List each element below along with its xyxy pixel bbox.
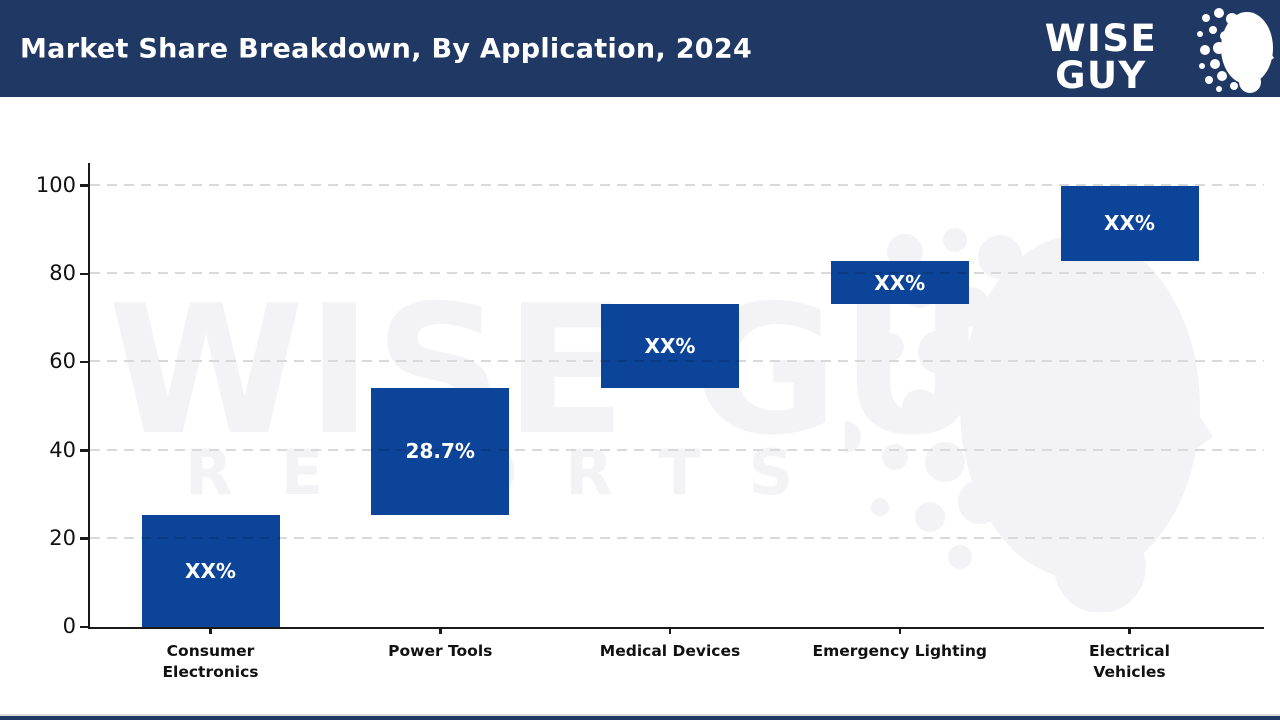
gridline[interactable] [90, 183, 1264, 186]
gridline[interactable] [90, 448, 1264, 451]
x-axis-tick[interactable] [668, 627, 672, 634]
bar-value-label[interactable]: 28.7% [405, 439, 475, 464]
x-axis-category-label[interactable]: Emergency Lighting [812, 642, 987, 660]
footer-strip [0, 714, 1280, 720]
x-axis-tick[interactable] [1128, 627, 1131, 634]
bar-value-label[interactable]: XX% [1104, 211, 1155, 236]
gridline[interactable] [90, 360, 1264, 363]
y-axis-tick-label[interactable]: 60 [49, 349, 76, 374]
logo-head-icon [1197, 8, 1274, 93]
y-axis-tick[interactable] [79, 184, 88, 187]
bar-power-tools[interactable] [371, 387, 510, 515]
page-title: Market Share Breakdown, By Application, … [20, 33, 753, 64]
x-axis-category-label[interactable]: Consumer Electronics [162, 642, 259, 681]
bar-electrical-vehicles[interactable] [1060, 185, 1199, 261]
watermark-head-icon [845, 228, 1213, 612]
bar-value-label[interactable]: XX% [874, 270, 926, 295]
x-axis-category-label[interactable]: Electrical Vehicles [1089, 642, 1170, 681]
bar-value-label[interactable]: XX% [185, 558, 236, 583]
y-axis-tick-label[interactable]: 40 [49, 437, 76, 462]
bar-emergency-lighting[interactable] [830, 260, 969, 305]
y-axis-tick[interactable] [79, 625, 88, 628]
header: Market Share Breakdown, By Application, … [0, 0, 1280, 113]
brand-subname: REPORTS [1041, 98, 1166, 113]
y-axis-tick-label[interactable]: 100 [35, 172, 76, 197]
x-axis-category-label[interactable]: Power Tools [388, 642, 493, 660]
brand-logo: WISE GUY REPORTS [1004, 4, 1274, 113]
bar-medical-devices[interactable] [601, 304, 739, 388]
x-axis-tick[interactable] [898, 627, 901, 634]
plot-area: 0 20 40 60 80 100 XX% Consumer Electronics 28.7%… [36, 163, 1264, 681]
bar-consumer-electronics[interactable] [141, 514, 280, 627]
gridline[interactable] [90, 272, 1264, 275]
y-axis-tick[interactable] [79, 449, 88, 452]
y-axis-tick-label[interactable]: 80 [49, 261, 76, 286]
y-axis-tick[interactable] [79, 272, 88, 276]
brand-name: WISE GUY [1044, 17, 1158, 97]
y-axis-tick-label[interactable]: 20 [49, 525, 76, 550]
y-axis-tick[interactable] [79, 360, 88, 364]
brand-logo-text: WISE GUY REPORTS [1004, 20, 1198, 113]
y-axis-tick[interactable] [79, 537, 88, 540]
x-axis-tick[interactable] [209, 627, 212, 634]
bar-value-label[interactable]: XX% [644, 334, 696, 359]
gridline[interactable] [90, 536, 1264, 539]
x-axis-category-label[interactable]: Medical Devices [599, 642, 741, 660]
y-axis-tick-label[interactable]: 0 [62, 614, 76, 638]
x-axis-tick[interactable] [439, 627, 442, 634]
